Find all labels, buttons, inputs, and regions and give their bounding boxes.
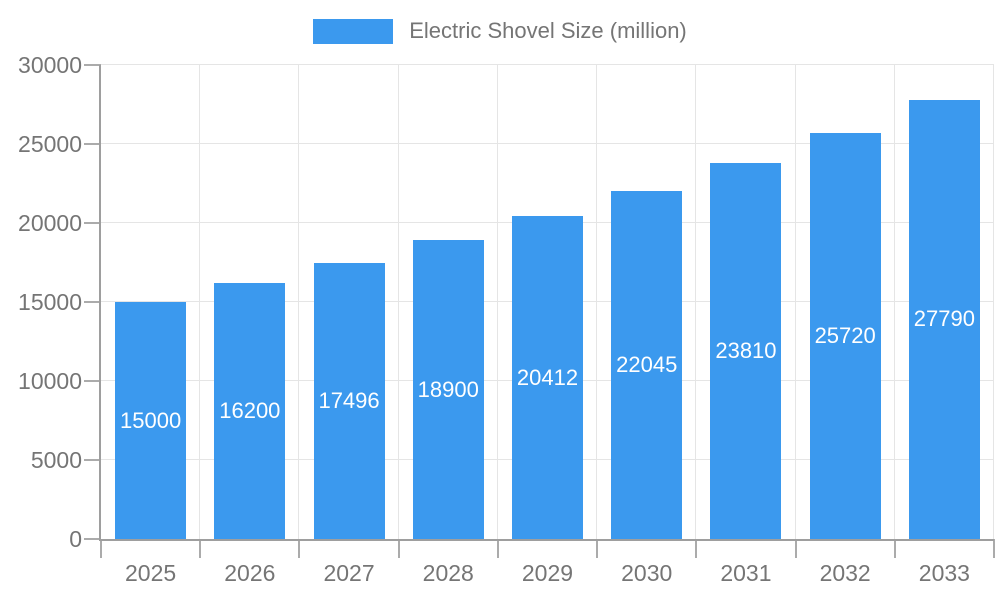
- x-tick-label: 2027: [323, 560, 375, 586]
- y-tick-label: 25000: [18, 131, 82, 157]
- y-tick-label: 20000: [18, 210, 82, 236]
- x-tick-label: 2031: [720, 560, 772, 586]
- x-axis-tick: [199, 539, 202, 558]
- x-tick-label: 2026: [224, 560, 276, 586]
- x-axis-tick: [695, 539, 698, 558]
- x-axis-tick: [397, 539, 400, 558]
- gridline-vertical: [695, 65, 697, 539]
- gridline-vertical: [298, 65, 300, 539]
- x-tick-label: 2032: [819, 560, 871, 586]
- y-tick-label: 30000: [18, 52, 82, 78]
- y-axis-tick: [84, 301, 101, 303]
- bar[interactable]: 20412: [512, 216, 583, 539]
- x-axis-tick: [794, 539, 797, 558]
- bar-value-label: 17496: [318, 387, 380, 413]
- bar[interactable]: 22045: [611, 190, 683, 539]
- y-tick-label: 10000: [18, 368, 82, 394]
- bar-value-label: 23810: [715, 337, 777, 363]
- bar[interactable]: 18900: [412, 240, 484, 539]
- y-axis-line: [99, 65, 101, 541]
- y-axis-tick: [84, 222, 101, 224]
- x-tick-label: 2030: [621, 560, 673, 586]
- x-axis-tick: [298, 539, 301, 558]
- bar-value-label: 18900: [417, 376, 479, 402]
- legend-label: Electric Shovel Size (million): [409, 18, 687, 43]
- x-axis-tick: [993, 539, 995, 558]
- bar[interactable]: 15000: [115, 302, 187, 539]
- bar-value-label: 16200: [219, 398, 281, 423]
- x-axis-line: [99, 539, 994, 541]
- bar[interactable]: 17496: [313, 262, 385, 539]
- y-axis-tick: [84, 380, 101, 382]
- y-tick-label: 0: [69, 526, 82, 552]
- gridline-vertical: [397, 65, 399, 539]
- x-axis-tick: [893, 539, 896, 558]
- y-tick-label: 5000: [30, 447, 82, 473]
- bar-value-label: 25720: [814, 322, 876, 348]
- gridline-horizontal: [101, 143, 994, 144]
- x-axis-tick: [100, 539, 102, 558]
- bar[interactable]: 23810: [710, 162, 782, 539]
- x-tick-label: 2029: [521, 560, 574, 586]
- bar[interactable]: 25720: [809, 132, 881, 539]
- bar-value-label: 20412: [516, 364, 579, 390]
- x-tick-label: 2033: [918, 560, 970, 586]
- y-axis-tick: [84, 143, 101, 145]
- y-axis-tick: [84, 64, 101, 66]
- bar[interactable]: 27790: [908, 99, 980, 539]
- gridline-vertical: [993, 65, 994, 539]
- gridline-vertical: [794, 65, 796, 539]
- y-axis-tick: [84, 459, 101, 461]
- legend[interactable]: Electric Shovel Size (million): [0, 16, 1000, 46]
- legend-swatch-icon: [313, 18, 394, 44]
- y-axis-tick: [84, 538, 101, 540]
- bar-value-label: 15000: [120, 407, 182, 433]
- gridline-vertical: [893, 65, 895, 539]
- x-tick-label: 2025: [125, 560, 177, 586]
- bar[interactable]: 16200: [214, 283, 286, 539]
- gridline-vertical: [496, 65, 498, 539]
- gridline-horizontal: [101, 64, 994, 65]
- x-axis-tick: [596, 539, 599, 558]
- x-tick-label: 2028: [422, 560, 474, 586]
- gridline-vertical: [596, 65, 598, 539]
- bar-value-label: 27790: [913, 306, 975, 332]
- bar-value-label: 22045: [616, 351, 678, 377]
- y-tick-label: 15000: [18, 289, 82, 315]
- gridline-vertical: [199, 65, 201, 539]
- x-axis-tick: [496, 539, 499, 558]
